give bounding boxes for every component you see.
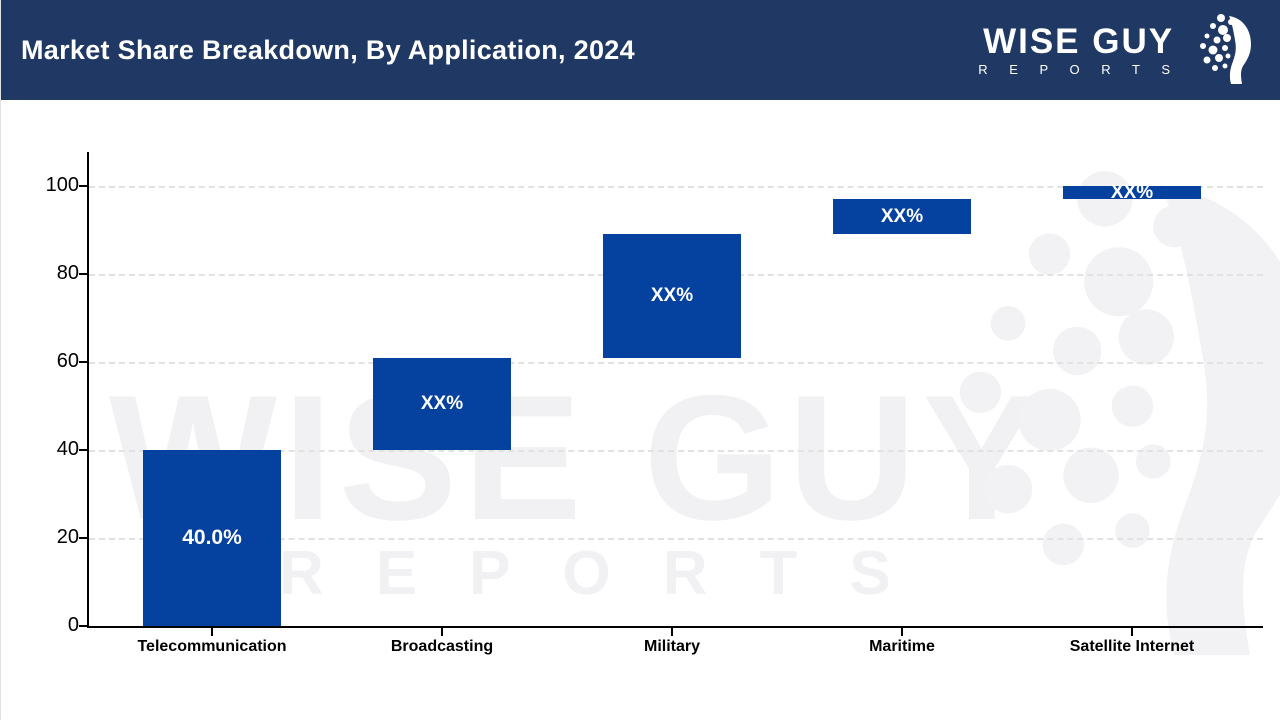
x-axis-label-satellite-internet: Satellite Internet bbox=[1069, 638, 1195, 655]
y-axis-line bbox=[87, 152, 89, 628]
bar-maritime: XX% bbox=[833, 199, 971, 235]
bar-satellite-internet: XX% bbox=[1063, 182, 1201, 203]
bar-value-label-satellite-internet: XX% bbox=[1110, 181, 1154, 203]
chart-area: WISE GUY REPORTS 0 20 40 60 80 100 40.0% Teleco… bbox=[1, 100, 1280, 720]
y-tick-mark-0 bbox=[79, 625, 87, 627]
y-tick-mark-60 bbox=[79, 361, 87, 363]
y-tick-label: 40 bbox=[56, 438, 79, 460]
x-axis-label-maritime: Maritime bbox=[869, 638, 935, 655]
x-tick-mark-military bbox=[671, 628, 673, 636]
x-axis-label-telecommunication: Telecommunication bbox=[137, 638, 287, 655]
x-axis-label-military: Military bbox=[643, 638, 700, 655]
x-tick-mark-telecommunication bbox=[211, 628, 213, 636]
x-tick-mark-maritime bbox=[901, 628, 903, 636]
bar-value-label-broadcasting: XX% bbox=[420, 392, 464, 414]
bar-value-label-military: XX% bbox=[650, 284, 694, 306]
logo-wordmark: WISE GUY bbox=[983, 21, 1175, 61]
x-axis-label-broadcasting: Broadcasting bbox=[390, 638, 494, 655]
y-tick-mark-40 bbox=[79, 449, 87, 451]
logo-face-icon bbox=[1200, 14, 1251, 84]
bar-broadcasting: XX% bbox=[373, 357, 511, 450]
logo-subtitle: R E P O R T S bbox=[978, 61, 1179, 77]
x-tick-mark-broadcasting bbox=[441, 628, 443, 636]
x-tick-mark-satellite-internet bbox=[1131, 628, 1133, 636]
bar-value-label-telecommunication: 40.0% bbox=[182, 526, 242, 549]
gridline-y-40 bbox=[89, 450, 1263, 452]
bar-telecommunication: 40.0% bbox=[143, 450, 281, 626]
y-tick-mark-100 bbox=[79, 185, 87, 187]
y-tick-label: 80 bbox=[56, 262, 79, 284]
gridline-y-100 bbox=[89, 186, 1263, 188]
gridline-y-20 bbox=[89, 538, 1263, 540]
gridline-y-60 bbox=[89, 362, 1263, 364]
bar-military: XX% bbox=[603, 234, 741, 358]
y-tick-label: 100 bbox=[45, 174, 79, 196]
x-axis-line bbox=[87, 626, 1263, 628]
bar-value-label-maritime: XX% bbox=[880, 205, 924, 227]
y-tick-label: 0 bbox=[67, 614, 79, 636]
page-title: Market Share Breakdown, By Application, … bbox=[21, 34, 635, 65]
y-tick-label: 60 bbox=[56, 350, 79, 372]
y-tick-mark-80 bbox=[79, 273, 87, 275]
y-tick-label: 20 bbox=[56, 526, 79, 548]
watermark-subtitle: REPORTS bbox=[279, 539, 943, 608]
wise-guy-reports-logo: WISE GUY R E P O R T S bbox=[978, 10, 1253, 90]
header-bar: Market Share Breakdown, By Application, … bbox=[1, 0, 1280, 100]
y-tick-mark-20 bbox=[79, 537, 87, 539]
